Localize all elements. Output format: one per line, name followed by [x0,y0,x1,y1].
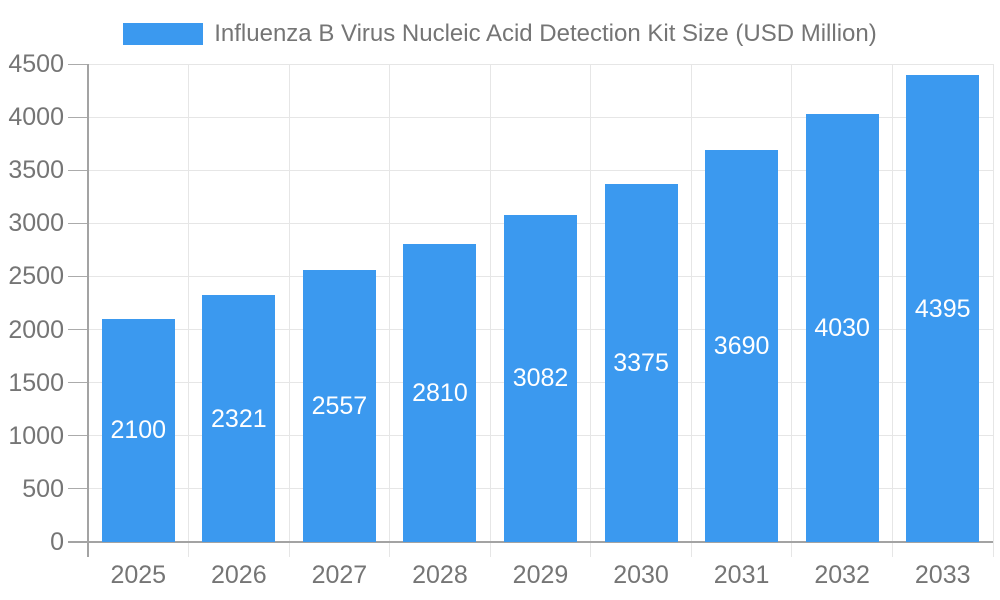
x-gridline [690,64,692,557]
bar-2032[interactable] [805,113,879,542]
y-axis-label: 3500 [8,156,64,185]
y-gridline [88,116,993,118]
bar-value-label: 2321 [211,404,267,433]
x-gridline [288,64,290,557]
bar-value-label: 3082 [512,364,569,393]
x-gridline [389,64,391,557]
bar-value-label: 4030 [814,313,870,342]
bar-2033[interactable] [906,75,980,542]
y-axis-tick [68,63,88,65]
x-axis-label: 2027 [311,561,368,589]
x-axis-label: 2032 [814,561,870,589]
x-gridline [188,64,190,557]
y-axis-label: 1000 [8,421,64,450]
bar-value-label: 3375 [613,348,669,377]
y-axis-tick [68,382,88,384]
bar-2025[interactable] [101,318,175,542]
y-gridline [88,63,993,65]
x-axis-label: 2025 [110,561,167,589]
y-gridline [88,169,993,171]
y-axis-label: 2000 [8,315,64,344]
bar-value-label: 2810 [412,378,468,407]
bar-2027[interactable] [302,270,376,542]
x-axis-label: 2028 [412,561,468,589]
x-gridline [791,64,793,557]
y-axis-tick [68,275,88,277]
y-axis-label: 0 [50,528,64,556]
x-axis-label: 2030 [613,561,669,589]
x-gridline [992,64,994,557]
x-axis-label: 2026 [211,561,267,589]
y-axis-tick [68,222,88,224]
bar-2029[interactable] [504,214,577,542]
bar-2026[interactable] [202,295,276,542]
y-axis-tick [68,116,88,118]
legend-label: Influenza B Virus Nucleic Acid Detection… [214,20,877,47]
chart-legend[interactable]: Influenza B Virus Nucleic Acid Detection… [0,20,1000,48]
x-gridline [590,64,592,557]
x-axis-label: 2031 [713,561,770,589]
y-axis-label: 4000 [8,103,64,132]
bar-value-label: 4395 [914,294,971,323]
legend-swatch [123,23,204,45]
bar-value-label: 2100 [110,416,167,445]
x-axis-label: 2033 [914,561,971,589]
y-axis-tick [68,169,88,171]
bar-value-label: 2557 [311,392,368,421]
y-axis-tick [68,435,88,437]
x-axis-line [68,541,993,543]
y-axis-tick [68,329,88,331]
y-axis-tick [68,488,88,490]
y-axis-label: 3000 [8,209,64,238]
bar-2030[interactable] [604,183,678,542]
y-axis-label: 1500 [8,368,64,397]
x-axis-label: 2029 [512,561,569,589]
y-axis-label: 4500 [8,50,64,78]
y-axis-line [87,64,89,557]
bar-value-label: 3690 [713,332,770,361]
x-gridline [891,64,893,557]
y-axis-label: 2500 [8,262,64,291]
x-gridline [489,64,491,557]
bar-2031[interactable] [705,150,779,542]
bar-2028[interactable] [403,243,477,542]
y-axis-label: 500 [22,474,64,503]
